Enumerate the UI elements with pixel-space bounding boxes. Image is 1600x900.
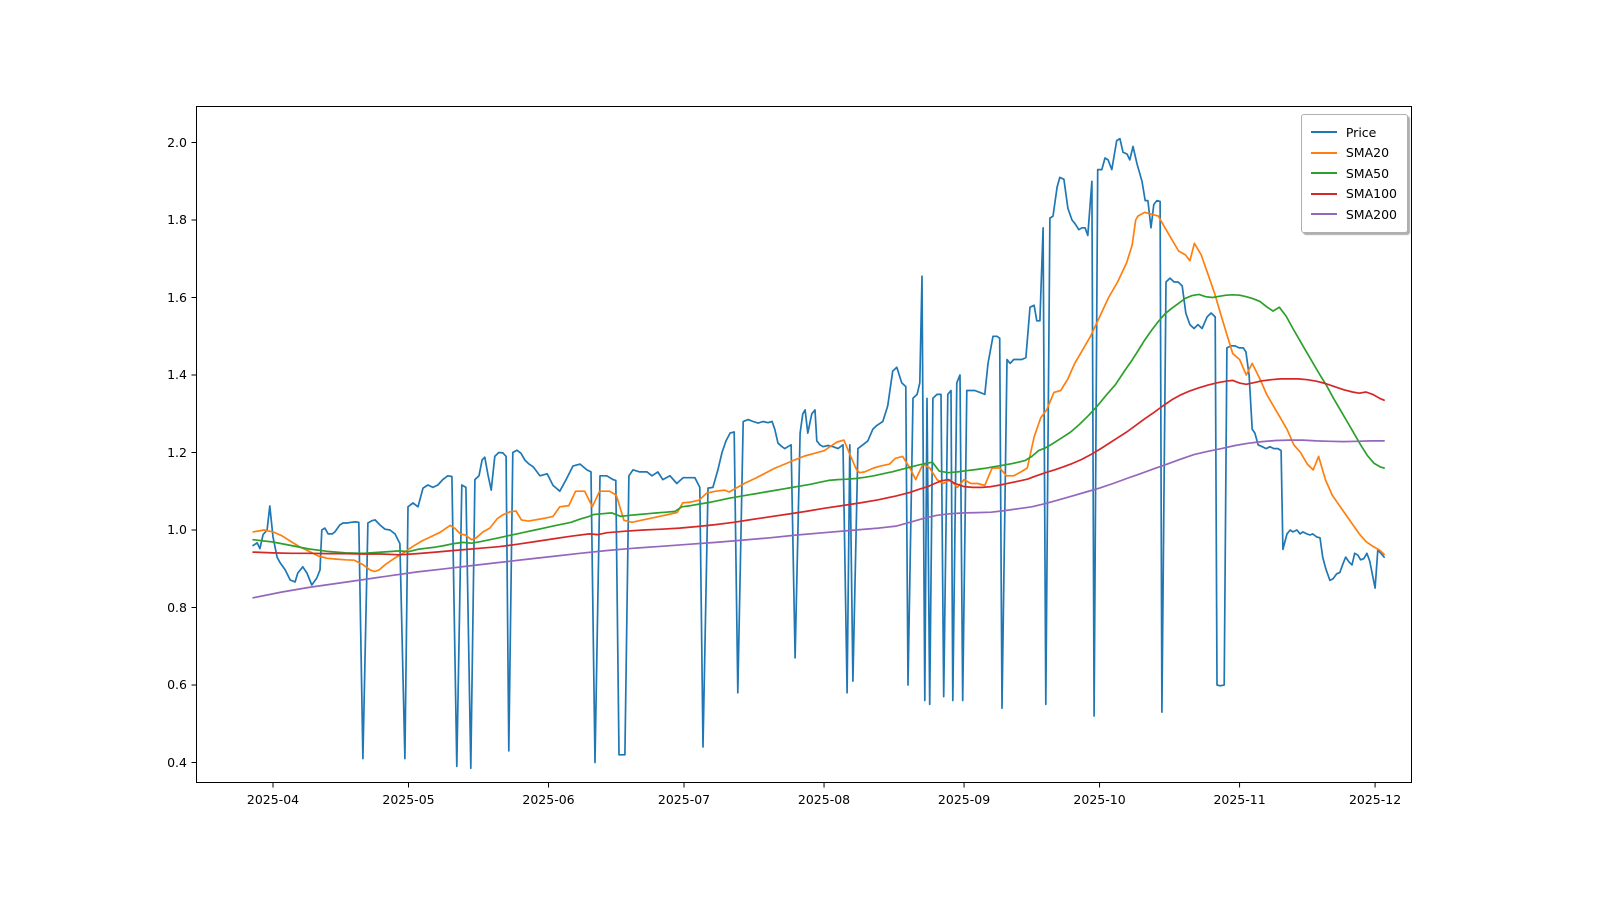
legend-item-sma100: SMA100 — [1310, 184, 1397, 205]
sma20-line-swatch — [1310, 151, 1337, 154]
x-tick-label: 2025-09 — [937, 792, 991, 807]
sma50-line-swatch — [1310, 172, 1337, 175]
y-tick-label: 1.4 — [167, 367, 187, 382]
legend-item-price: Price — [1310, 122, 1397, 143]
x-tick-label: 2025-08 — [797, 792, 851, 807]
legend-label-sma20: SMA20 — [1345, 145, 1390, 161]
price-line — [252, 137, 1385, 770]
legend-item-sma200: SMA200 — [1310, 204, 1397, 225]
y-tick-label: 1.2 — [167, 444, 187, 460]
legend: Price SMA20 SMA50 SMA100 SMA200 — [1300, 114, 1408, 233]
sma50-line — [252, 293, 1385, 555]
y-tick-label: 1.0 — [167, 522, 187, 537]
y-tick-label: 1.6 — [167, 289, 187, 305]
sma20-line — [252, 211, 1385, 573]
sma100-line-swatch — [1310, 192, 1337, 195]
sma200-line-swatch — [1310, 213, 1337, 216]
sma100-line — [252, 378, 1385, 556]
x-tick-label: 2025-04 — [246, 792, 300, 807]
y-tick-label: 0.4 — [167, 754, 187, 770]
x-tick-label: 2025-06 — [522, 792, 575, 807]
legend-label-price: Price — [1345, 124, 1377, 140]
price-line-swatch — [1310, 131, 1337, 134]
legend-label-sma50: SMA50 — [1345, 165, 1390, 181]
y-tick-label: 2.0 — [167, 134, 187, 150]
y-tick-label: 1.8 — [167, 212, 187, 227]
legend-item-sma50: SMA50 — [1310, 163, 1397, 184]
y-tick-label: 0.8 — [167, 599, 187, 615]
x-tick-label: 2025-12 — [1348, 792, 1402, 807]
y-tick-label: 0.6 — [167, 677, 187, 692]
axes-frame — [196, 106, 1412, 783]
legend-label-sma200: SMA200 — [1345, 206, 1397, 222]
x-tick-label: 2025-05 — [382, 792, 435, 807]
legend-item-sma20: SMA20 — [1310, 143, 1397, 164]
x-tick-label: 2025-07 — [657, 792, 711, 807]
x-tick-label: 2025-11 — [1213, 792, 1266, 807]
sma200-line — [252, 439, 1385, 599]
legend-label-sma100: SMA100 — [1345, 186, 1397, 202]
x-tick-label: 2025-10 — [1073, 792, 1126, 807]
